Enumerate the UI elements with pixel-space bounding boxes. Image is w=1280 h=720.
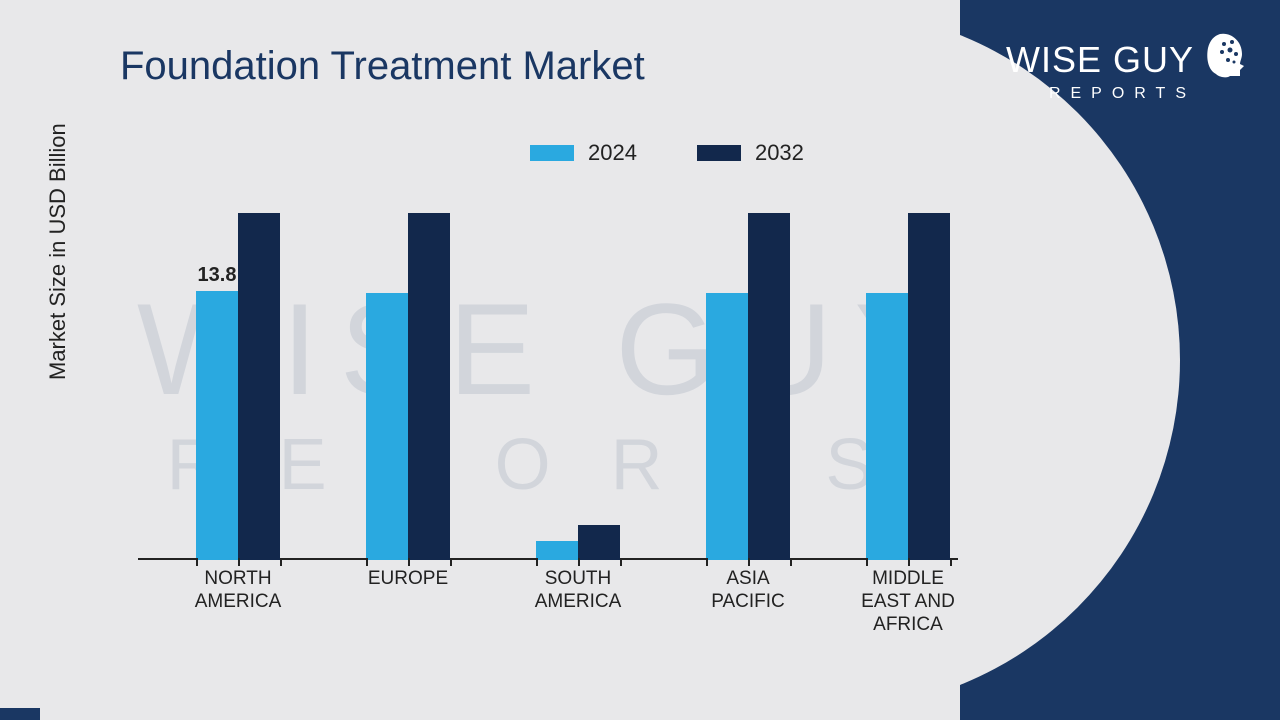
legend: 2024 2032	[530, 140, 804, 166]
brand-block: WISE GUY REPORTS	[1006, 30, 1250, 103]
axis-tick	[706, 558, 708, 566]
bar	[196, 291, 238, 560]
right-panel	[960, 0, 1280, 720]
axis-tick	[450, 558, 452, 566]
x-axis-category-label: MIDDLE EAST AND AFRICA	[853, 568, 963, 636]
axis-tick	[950, 558, 952, 566]
axis-tick	[908, 558, 910, 566]
bar	[748, 213, 790, 560]
bar	[536, 541, 578, 561]
bar	[366, 293, 408, 560]
legend-label-2024: 2024	[588, 140, 637, 166]
bar	[908, 213, 950, 560]
bar-group: 13.8	[196, 213, 280, 560]
legend-swatch-2032	[697, 145, 741, 161]
bar-group	[366, 213, 450, 560]
axis-tick	[196, 558, 198, 566]
legend-item-2024: 2024	[530, 140, 637, 166]
x-axis-category-label: EUROPE	[348, 568, 468, 591]
bar-value-label: 13.8	[187, 264, 247, 287]
legend-item-2032: 2032	[697, 140, 804, 166]
chart-title: Foundation Treatment Market	[120, 44, 645, 89]
plot-region: 13.8	[138, 170, 958, 560]
axis-tick	[238, 558, 240, 566]
legend-label-2032: 2032	[755, 140, 804, 166]
axis-tick	[748, 558, 750, 566]
axis-tick	[578, 558, 580, 566]
x-axis-category-label: SOUTH AMERICA	[518, 568, 638, 614]
page-root: WISE GUY REPORTS Foundation Treatment Ma…	[0, 0, 1280, 720]
brand-main-text: WISE GUY	[1006, 39, 1194, 81]
head-icon	[1200, 30, 1250, 89]
x-axis-labels: NORTH AMERICA EUROPE SOUTH AMERICA ASIA PAC…	[138, 568, 958, 668]
footer-accent-bar	[0, 708, 40, 720]
brand-sub: REPORTS	[1006, 85, 1196, 103]
bar	[578, 525, 620, 560]
yaxis-label: Market Size in USD Billion	[45, 123, 71, 380]
brand-main: WISE GUY	[1006, 30, 1250, 89]
axis-tick	[866, 558, 868, 566]
bar	[866, 293, 908, 560]
axis-tick	[280, 558, 282, 566]
legend-swatch-2024	[530, 145, 574, 161]
bar-group	[706, 213, 790, 560]
bar-group	[536, 525, 620, 560]
x-axis-category-label: ASIA PACIFIC	[688, 568, 808, 614]
bar	[408, 213, 450, 560]
bar	[706, 293, 748, 560]
chart-area: Market Size in USD Billion 2024 2032 13.…	[50, 140, 970, 670]
axis-tick	[620, 558, 622, 566]
axis-tick	[790, 558, 792, 566]
panel-circle	[960, 10, 1180, 710]
axis-tick	[366, 558, 368, 566]
bar-group	[866, 213, 950, 560]
axis-tick	[408, 558, 410, 566]
axis-tick	[536, 558, 538, 566]
x-axis-category-label: NORTH AMERICA	[178, 568, 298, 614]
